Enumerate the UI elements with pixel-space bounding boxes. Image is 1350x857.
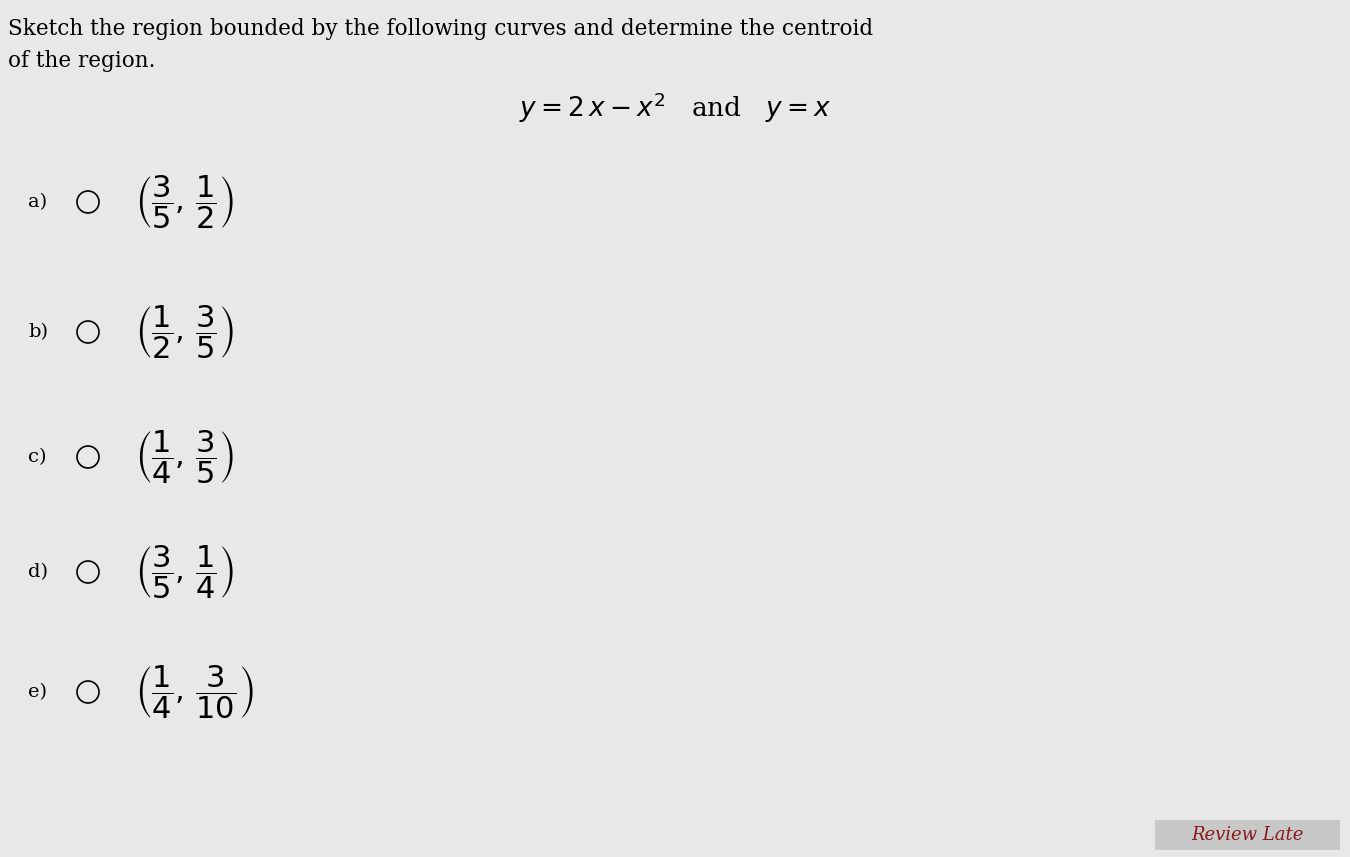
Text: Review Late: Review Late	[1191, 826, 1303, 844]
Text: $\left(\dfrac{1}{4},\,\dfrac{3}{10}\right)$: $\left(\dfrac{1}{4},\,\dfrac{3}{10}\righ…	[135, 663, 254, 721]
Text: b): b)	[28, 323, 49, 341]
Text: $y = 2\,x - x^{2}$   and   $y = x$: $y = 2\,x - x^{2}$ and $y = x$	[518, 90, 832, 124]
Text: $\left(\dfrac{3}{5},\,\dfrac{1}{2}\right)$: $\left(\dfrac{3}{5},\,\dfrac{1}{2}\right…	[135, 173, 235, 231]
FancyBboxPatch shape	[1156, 820, 1341, 850]
Text: a): a)	[28, 193, 47, 211]
Text: $\left(\dfrac{1}{2},\,\dfrac{3}{5}\right)$: $\left(\dfrac{1}{2},\,\dfrac{3}{5}\right…	[135, 303, 235, 361]
Text: $\left(\dfrac{1}{4},\,\dfrac{3}{5}\right)$: $\left(\dfrac{1}{4},\,\dfrac{3}{5}\right…	[135, 428, 235, 486]
Text: of the region.: of the region.	[8, 50, 155, 72]
Text: e): e)	[28, 683, 47, 701]
Text: d): d)	[28, 563, 49, 581]
Text: Sketch the region bounded by the following curves and determine the centroid: Sketch the region bounded by the followi…	[8, 18, 873, 40]
Text: c): c)	[28, 448, 46, 466]
Text: $\left(\dfrac{3}{5},\,\dfrac{1}{4}\right)$: $\left(\dfrac{3}{5},\,\dfrac{1}{4}\right…	[135, 543, 235, 601]
